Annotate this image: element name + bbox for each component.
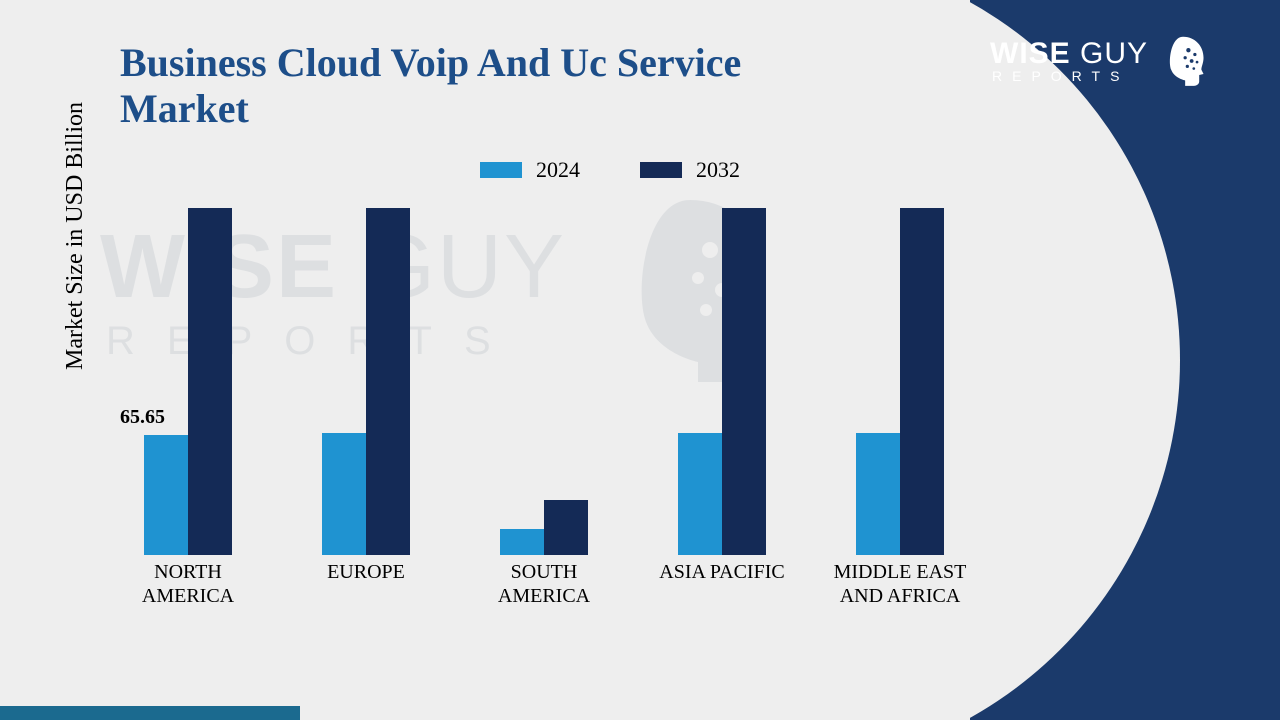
legend-item-2024: 2024 (480, 157, 580, 183)
category-label: MIDDLE EAST AND AFRICA (830, 561, 970, 608)
bar (188, 208, 232, 555)
bar (500, 529, 544, 555)
bar (900, 208, 944, 555)
bar (366, 208, 410, 555)
y-axis-label: Market Size in USD Billion (62, 102, 89, 370)
bar (144, 435, 188, 555)
bar-value-label: 65.65 (120, 406, 165, 429)
bar (544, 500, 588, 555)
category-label: SOUTH AMERICA (474, 561, 614, 608)
category-label: EUROPE (296, 561, 436, 585)
right-brand-panel (970, 0, 1280, 720)
logo-word2: GUY (1080, 37, 1148, 70)
bottom-accent-bar (0, 706, 300, 720)
chart-title: Business Cloud Voip And Uc Service Marke… (120, 40, 800, 132)
plot-area: 65.65 (108, 190, 968, 555)
logo-head-icon (1156, 34, 1210, 88)
category-labels-row: NORTH AMERICA EUROPE SOUTH AMERICA ASIA PAC… (108, 555, 968, 695)
logo-line2: REPORTS (990, 69, 1148, 83)
category-label: ASIA PACIFIC (652, 561, 792, 585)
legend-swatch-2032 (640, 162, 682, 178)
bar (322, 433, 366, 555)
brand-logo: WISE GUY REPORTS (990, 34, 1250, 88)
category-label: NORTH AMERICA (118, 561, 258, 608)
bar (856, 433, 900, 555)
logo-word1: WISE (990, 37, 1071, 70)
legend-swatch-2024 (480, 162, 522, 178)
legend-label-2024: 2024 (536, 157, 580, 183)
chart-canvas: WISE GUY REPORTS Business Cloud Voip And… (0, 0, 1280, 720)
bar (722, 208, 766, 555)
legend-label-2032: 2032 (696, 157, 740, 183)
legend: 2024 2032 (480, 157, 740, 183)
bar (678, 433, 722, 555)
legend-item-2032: 2032 (640, 157, 740, 183)
